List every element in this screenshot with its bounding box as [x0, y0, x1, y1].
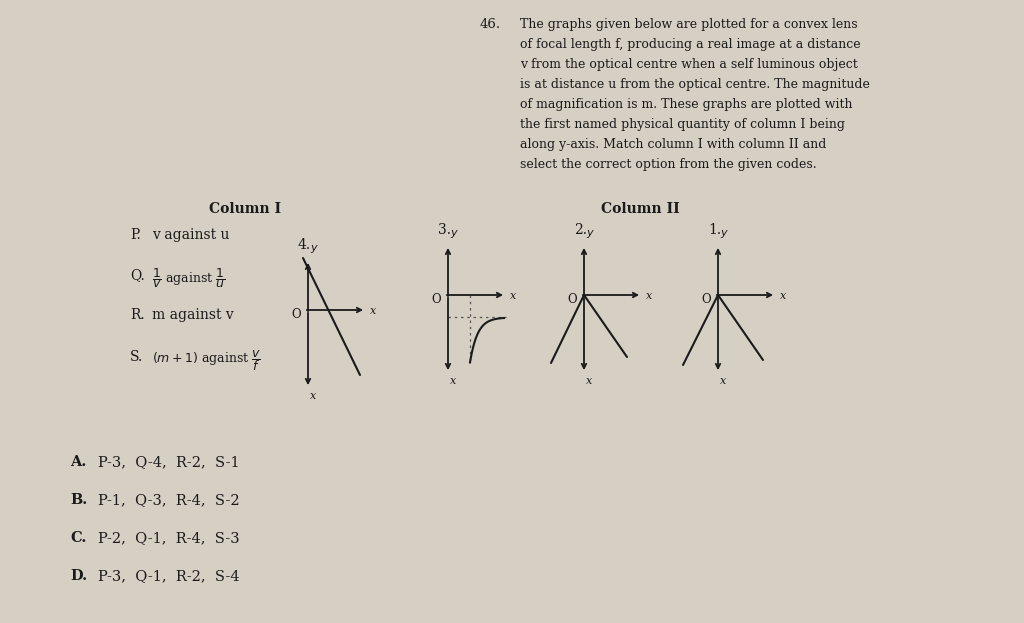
Text: B.: B.: [70, 493, 87, 507]
Text: $\dfrac{1}{v}$ against $\dfrac{1}{u}$: $\dfrac{1}{v}$ against $\dfrac{1}{u}$: [152, 266, 226, 290]
Text: $y$: $y$: [720, 228, 729, 240]
Text: along y-axis. Match column I with column II and: along y-axis. Match column I with column…: [520, 138, 826, 151]
Text: v from the optical centre when a self luminous object: v from the optical centre when a self lu…: [520, 58, 858, 71]
Text: O: O: [431, 293, 440, 306]
Text: of focal length f, producing a real image at a distance: of focal length f, producing a real imag…: [520, 38, 860, 51]
Text: select the correct option from the given codes.: select the correct option from the given…: [520, 158, 816, 171]
Text: x: x: [450, 376, 457, 386]
Text: x: x: [646, 291, 652, 301]
Text: $y$: $y$: [450, 228, 459, 240]
Text: D.: D.: [70, 569, 87, 583]
Text: of magnification is m. These graphs are plotted with: of magnification is m. These graphs are …: [520, 98, 853, 111]
Text: m against v: m against v: [152, 308, 233, 322]
Text: P-3,  Q-1,  R-2,  S-4: P-3, Q-1, R-2, S-4: [98, 569, 240, 583]
Text: the first named physical quantity of column I being: the first named physical quantity of col…: [520, 118, 845, 131]
Text: $y$: $y$: [310, 243, 319, 255]
Text: v against u: v against u: [152, 228, 229, 242]
Text: is at distance u from the optical centre. The magnitude: is at distance u from the optical centre…: [520, 78, 869, 91]
Text: x: x: [370, 306, 376, 316]
Text: P-3,  Q-4,  R-2,  S-1: P-3, Q-4, R-2, S-1: [98, 455, 240, 469]
Text: x: x: [510, 291, 516, 301]
Text: 4.: 4.: [298, 238, 311, 252]
Text: $(m+1)$ against $\dfrac{v}{f}$: $(m+1)$ against $\dfrac{v}{f}$: [152, 348, 261, 373]
Text: A.: A.: [70, 455, 86, 469]
Text: x: x: [310, 391, 316, 401]
Text: Q.: Q.: [130, 268, 144, 282]
Text: 2.: 2.: [574, 223, 587, 237]
Text: P-2,  Q-1,  R-4,  S-3: P-2, Q-1, R-4, S-3: [98, 531, 240, 545]
Text: $y$: $y$: [586, 228, 595, 240]
Text: Column II: Column II: [601, 202, 679, 216]
Text: O: O: [567, 293, 577, 306]
Text: x: x: [720, 376, 726, 386]
Text: R.: R.: [130, 308, 144, 322]
Text: C.: C.: [70, 531, 86, 545]
Text: O: O: [701, 293, 711, 306]
Text: The graphs given below are plotted for a convex lens: The graphs given below are plotted for a…: [520, 18, 858, 31]
Text: x: x: [586, 376, 592, 386]
Text: 3.: 3.: [438, 223, 451, 237]
Text: Column I: Column I: [209, 202, 281, 216]
Text: 1.: 1.: [708, 223, 721, 237]
Text: O: O: [291, 308, 301, 321]
Text: 46.: 46.: [480, 18, 501, 31]
Text: P-1,  Q-3,  R-4,  S-2: P-1, Q-3, R-4, S-2: [98, 493, 240, 507]
Text: x: x: [780, 291, 786, 301]
Text: P.: P.: [130, 228, 140, 242]
Text: S.: S.: [130, 350, 143, 364]
